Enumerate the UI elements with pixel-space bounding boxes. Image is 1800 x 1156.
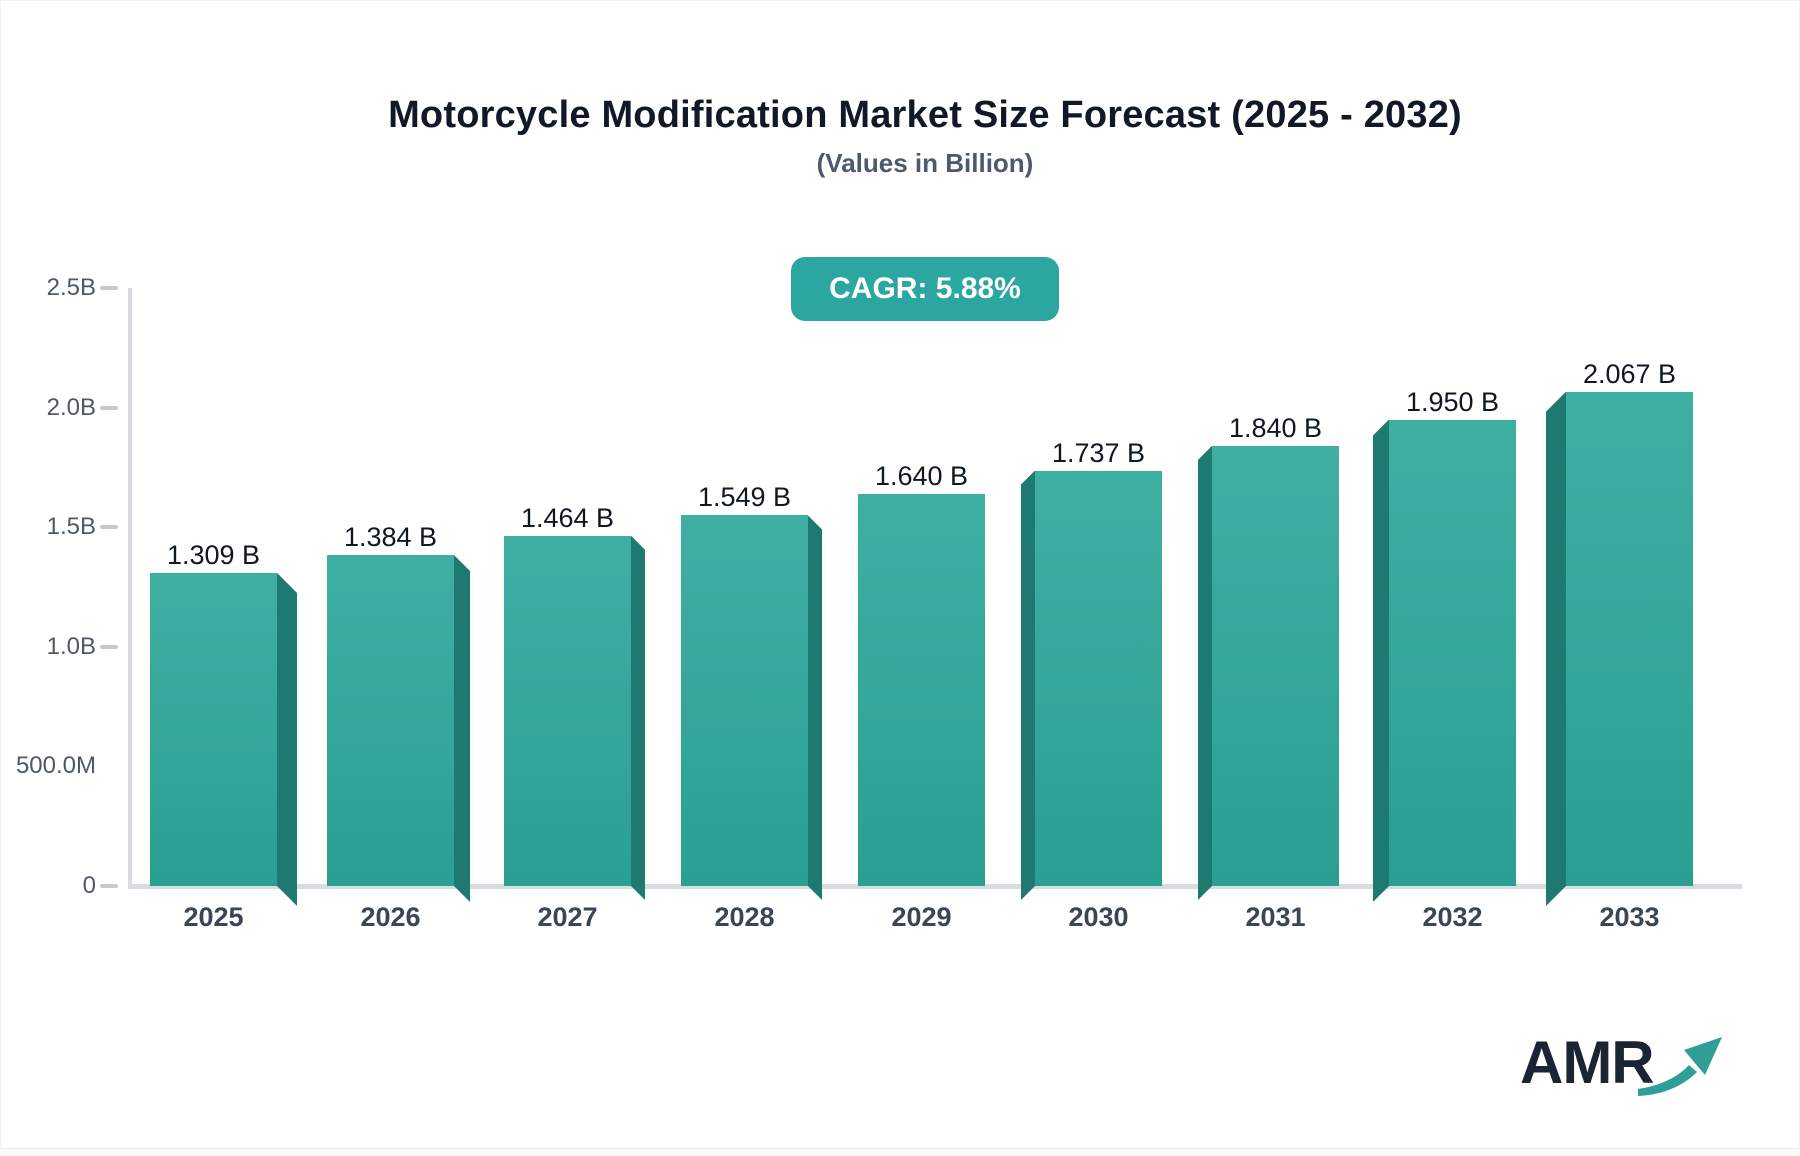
y-axis-label: 2.0B [46, 393, 96, 421]
x-axis-label-2032: 2032 [1422, 902, 1483, 932]
bar-2028[interactable] [681, 515, 808, 886]
bar-2032[interactable] [1389, 419, 1516, 886]
y-axis-tick [100, 405, 118, 410]
bar-side-face [277, 573, 297, 906]
y-axis-tick [100, 525, 118, 530]
page-title: Motorcycle Modification Market Size Fore… [388, 94, 1462, 136]
bar-side-face [454, 555, 470, 902]
x-axis-label-2030: 2030 [1068, 902, 1129, 932]
y-axis-label: 1.0B [46, 632, 96, 660]
bar-2029[interactable] [858, 493, 985, 886]
bar-side-face [1021, 471, 1035, 900]
y-axis-tick [100, 644, 118, 649]
bar-2030[interactable] [1035, 470, 1162, 886]
bar-2027[interactable] [504, 535, 631, 886]
bar-side-face [1546, 392, 1566, 906]
y-axis-line [128, 288, 132, 886]
y-axis-label: 500.0M [15, 752, 96, 780]
bar-side-face [1373, 420, 1389, 902]
bar-value-label-2030: 1.737 B [1051, 437, 1146, 468]
bar-value-label-2025: 1.309 B [166, 539, 261, 570]
bar-value-label-2029: 1.640 B [874, 460, 969, 491]
x-axis-label-2029: 2029 [891, 902, 952, 932]
bar-value-label-2027: 1.464 B [520, 502, 615, 533]
y-axis-label: 1.5B [46, 513, 96, 541]
page-bottom-edge [0, 1148, 1800, 1156]
amr-logo: AMR [1520, 1028, 1750, 1124]
bar-value-label-2032: 1.950 B [1405, 386, 1500, 417]
cagr-badge: CAGR: 5.88% [791, 257, 1059, 321]
bar-value-label-2028: 1.549 B [697, 482, 792, 513]
x-axis-label-2027: 2027 [537, 902, 598, 932]
bar-2033[interactable] [1566, 391, 1693, 886]
bar-2025[interactable] [150, 572, 277, 886]
bar-value-label-2033: 2.067 B [1582, 358, 1677, 389]
bar-side-face [1198, 446, 1212, 900]
amr-logo-text: AMR [1520, 1029, 1655, 1096]
chart-subtitle: (Values in Billion) [816, 148, 1034, 178]
bar-value-label-2031: 1.840 B [1228, 412, 1323, 443]
x-axis-label-2028: 2028 [714, 902, 775, 932]
y-axis-label: 0 [82, 872, 96, 899]
cagr-badge-row: CAGR: 5.88% [50, 257, 1800, 321]
bar-value-label-2026: 1.384 B [343, 521, 438, 552]
x-axis-label-2031: 2031 [1245, 902, 1306, 932]
bar-side-face [631, 536, 645, 900]
y-axis-tick [100, 286, 118, 290]
bar-2031[interactable] [1212, 445, 1339, 886]
x-axis-label-2026: 2026 [360, 902, 421, 932]
y-axis-tick [100, 884, 118, 888]
x-axis-label-2033: 2033 [1599, 902, 1660, 932]
y-axis-label: 2.5B [46, 274, 96, 301]
x-axis-line [128, 884, 1742, 889]
growth-arrow-icon [1638, 1037, 1722, 1096]
bar-2026[interactable] [327, 554, 454, 886]
x-axis-label-2025: 2025 [183, 902, 244, 932]
bar-side-face [808, 515, 822, 900]
